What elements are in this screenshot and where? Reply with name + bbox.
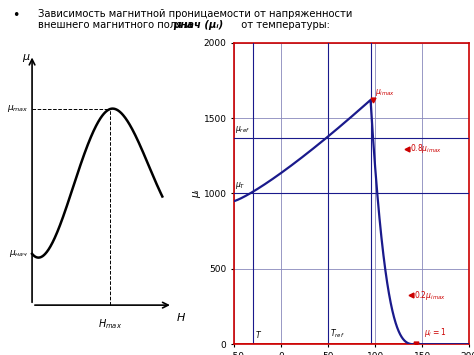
Text: •: • [12,9,19,22]
Text: $0.8\mu_{imax}$: $0.8\mu_{imax}$ [410,142,442,155]
Text: $H_{max}$: $H_{max}$ [98,317,122,331]
Text: $\mu$: $\mu$ [22,52,30,64]
Text: $T$: $T$ [255,329,262,340]
Text: от температуры:: от температуры: [235,20,329,29]
Text: $\mu_{ref}$: $\mu_{ref}$ [235,124,250,135]
Text: $\mu_{нач}$: $\mu_{нач}$ [9,248,28,259]
Text: Зависимость магнитной проницаемости от напряженности: Зависимость магнитной проницаемости от н… [38,9,352,19]
Y-axis label: μᵢ: μᵢ [191,189,201,198]
Text: $\mu_i=1$: $\mu_i=1$ [424,326,446,339]
Text: $0.2\mu_{imax}$: $0.2\mu_{imax}$ [414,289,446,302]
Text: внешнего магнитного поля и: внешнего магнитного поля и [38,20,198,29]
Text: $\mu_T$: $\mu_T$ [235,180,246,191]
Text: $\mu_{max}$: $\mu_{max}$ [7,104,28,114]
Text: μнач (μᵢ): μнач (μᵢ) [173,20,223,29]
Text: $H$: $H$ [176,311,186,323]
Text: $T_{ref}$: $T_{ref}$ [330,327,345,340]
Text: $\mu_{imax}$: $\mu_{imax}$ [375,87,395,98]
